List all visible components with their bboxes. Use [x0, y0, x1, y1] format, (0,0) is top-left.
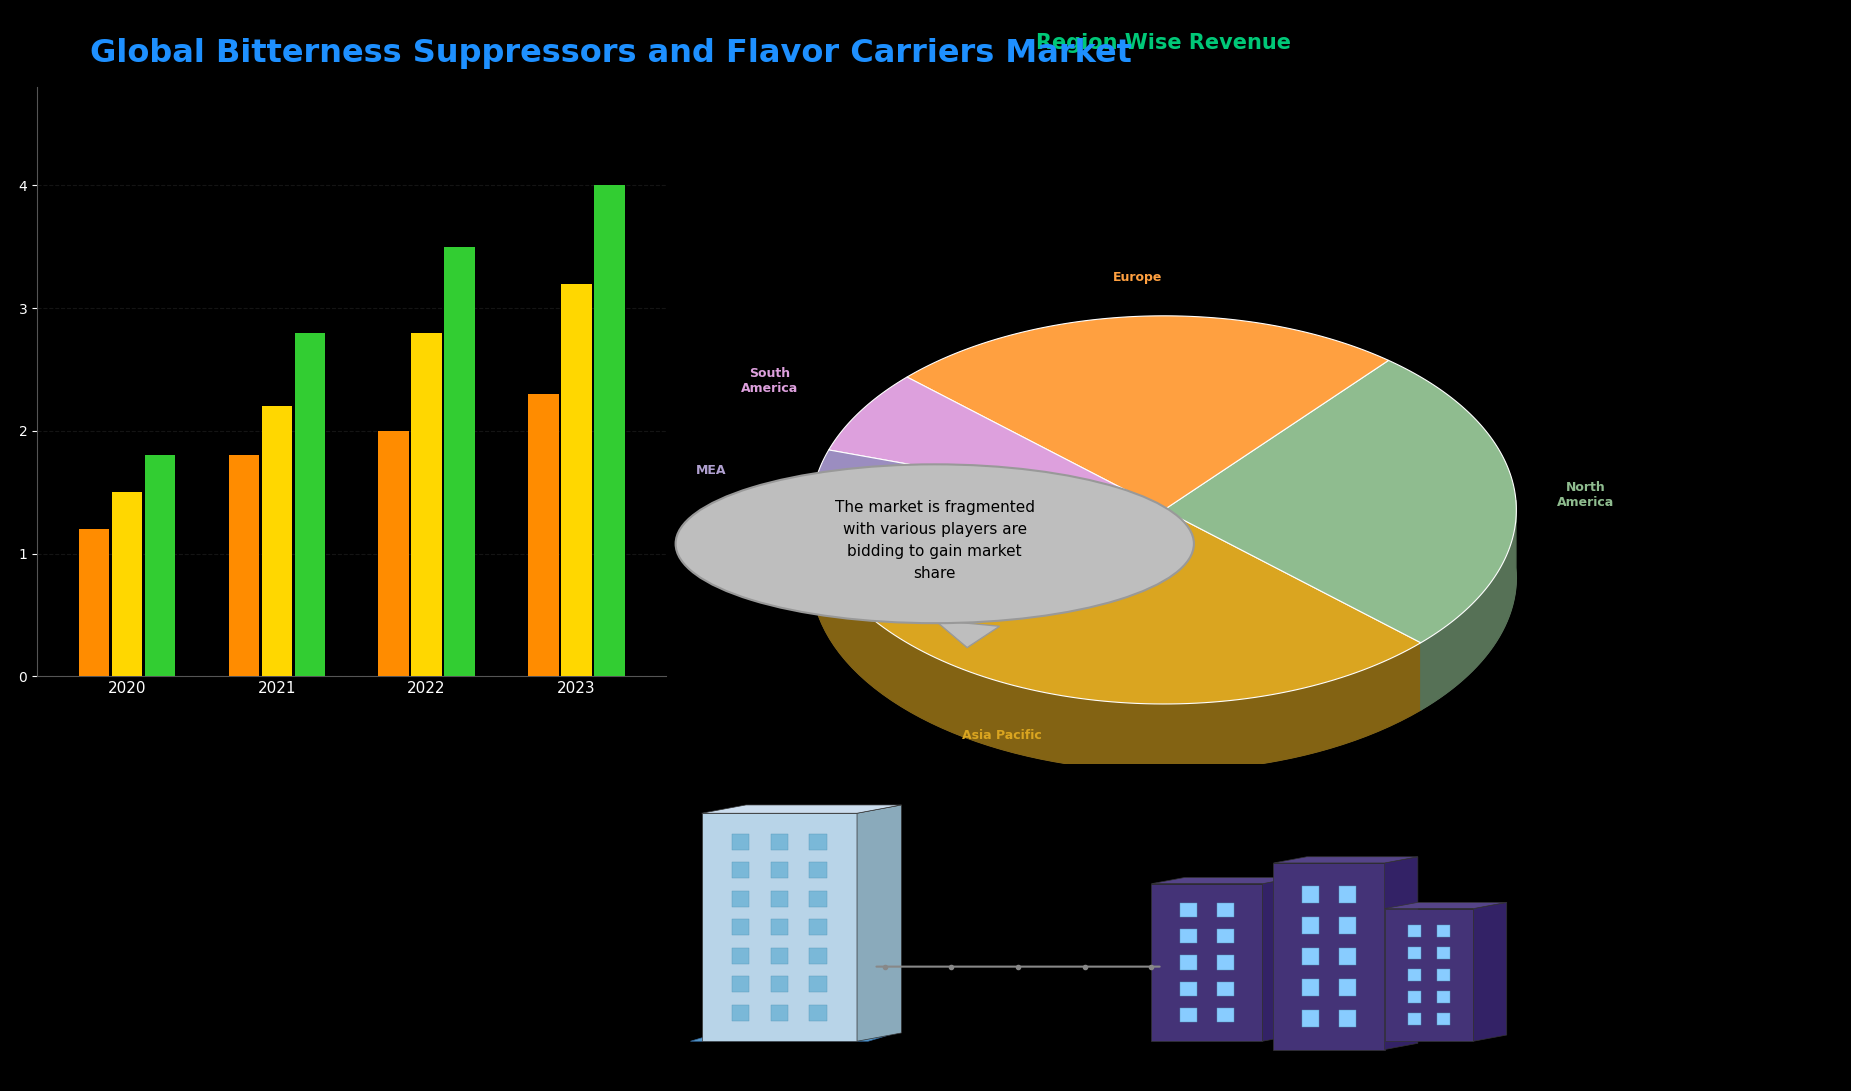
Bar: [294, 333, 326, 676]
Bar: [1216, 1008, 1233, 1022]
Bar: [809, 1005, 827, 1020]
Bar: [594, 185, 624, 676]
Text: Asia Pacific: Asia Pacific: [963, 729, 1042, 742]
Polygon shape: [907, 315, 1388, 509]
Bar: [770, 1005, 789, 1020]
Bar: [1216, 956, 1233, 970]
Bar: [1181, 1008, 1196, 1022]
Bar: [561, 284, 592, 676]
Bar: [1436, 1014, 1451, 1026]
Bar: [1407, 924, 1422, 937]
Bar: [1181, 930, 1196, 944]
Bar: [1338, 1010, 1355, 1027]
Bar: [378, 431, 409, 676]
Text: South
America: South America: [740, 368, 798, 395]
Bar: [809, 976, 827, 992]
Bar: [770, 891, 789, 907]
Bar: [230, 456, 259, 676]
Bar: [731, 862, 750, 878]
Polygon shape: [1385, 856, 1418, 1050]
Polygon shape: [829, 377, 1164, 509]
Bar: [770, 862, 789, 878]
Polygon shape: [1151, 884, 1262, 1041]
Bar: [770, 834, 789, 850]
Bar: [144, 456, 176, 676]
Bar: [1216, 930, 1233, 944]
Bar: [1216, 902, 1233, 918]
Bar: [1407, 969, 1422, 981]
Bar: [1301, 1010, 1318, 1027]
Bar: [770, 948, 789, 963]
Bar: [1436, 991, 1451, 1003]
Bar: [731, 920, 750, 935]
Polygon shape: [811, 449, 1164, 509]
Polygon shape: [1273, 863, 1385, 1050]
Bar: [411, 333, 442, 676]
Bar: [1407, 1014, 1422, 1026]
Bar: [809, 948, 827, 963]
Bar: [1338, 916, 1355, 934]
Polygon shape: [1262, 877, 1296, 1041]
Text: North
America: North America: [1557, 481, 1614, 509]
Bar: [261, 406, 292, 676]
Bar: [80, 529, 109, 676]
Bar: [1436, 947, 1451, 959]
Polygon shape: [690, 1033, 896, 1041]
Bar: [1436, 924, 1451, 937]
Polygon shape: [702, 805, 901, 813]
Bar: [809, 862, 827, 878]
Text: Europe: Europe: [1112, 271, 1162, 284]
Polygon shape: [702, 813, 857, 1041]
Bar: [1216, 982, 1233, 996]
Bar: [809, 920, 827, 935]
Polygon shape: [1151, 877, 1296, 884]
Polygon shape: [1273, 856, 1418, 863]
Text: The market is fragmented
with various players are
bidding to gain market
share: The market is fragmented with various pl…: [835, 500, 1035, 582]
Bar: [731, 891, 750, 907]
Bar: [731, 976, 750, 992]
Polygon shape: [1385, 909, 1473, 1041]
Bar: [809, 891, 827, 907]
Polygon shape: [1164, 360, 1516, 643]
Bar: [731, 948, 750, 963]
Bar: [1338, 979, 1355, 996]
Bar: [1301, 979, 1318, 996]
Bar: [1407, 991, 1422, 1003]
Bar: [1338, 948, 1355, 964]
Ellipse shape: [676, 465, 1194, 623]
Polygon shape: [811, 509, 1422, 704]
Bar: [731, 1005, 750, 1020]
Text: MEA: MEA: [696, 464, 727, 477]
Bar: [809, 834, 827, 850]
Bar: [1301, 886, 1318, 902]
Polygon shape: [811, 509, 1422, 771]
Bar: [770, 976, 789, 992]
Bar: [1436, 969, 1451, 981]
Bar: [444, 247, 474, 676]
Polygon shape: [1385, 902, 1507, 909]
Bar: [1338, 886, 1355, 902]
Bar: [731, 834, 750, 850]
Bar: [1301, 916, 1318, 934]
Polygon shape: [935, 620, 1000, 648]
Text: Region Wise Revenue: Region Wise Revenue: [1037, 33, 1292, 53]
Bar: [770, 920, 789, 935]
Bar: [1181, 956, 1196, 970]
Polygon shape: [1473, 902, 1507, 1041]
Bar: [1301, 948, 1318, 964]
Bar: [1407, 947, 1422, 959]
Polygon shape: [857, 805, 901, 1041]
Bar: [528, 394, 559, 676]
Bar: [1181, 902, 1196, 918]
Bar: [1181, 982, 1196, 996]
Bar: [111, 492, 143, 676]
Text: Global Bitterness Suppressors and Flavor Carriers Market: Global Bitterness Suppressors and Flavor…: [91, 38, 1131, 69]
Polygon shape: [1422, 501, 1516, 710]
